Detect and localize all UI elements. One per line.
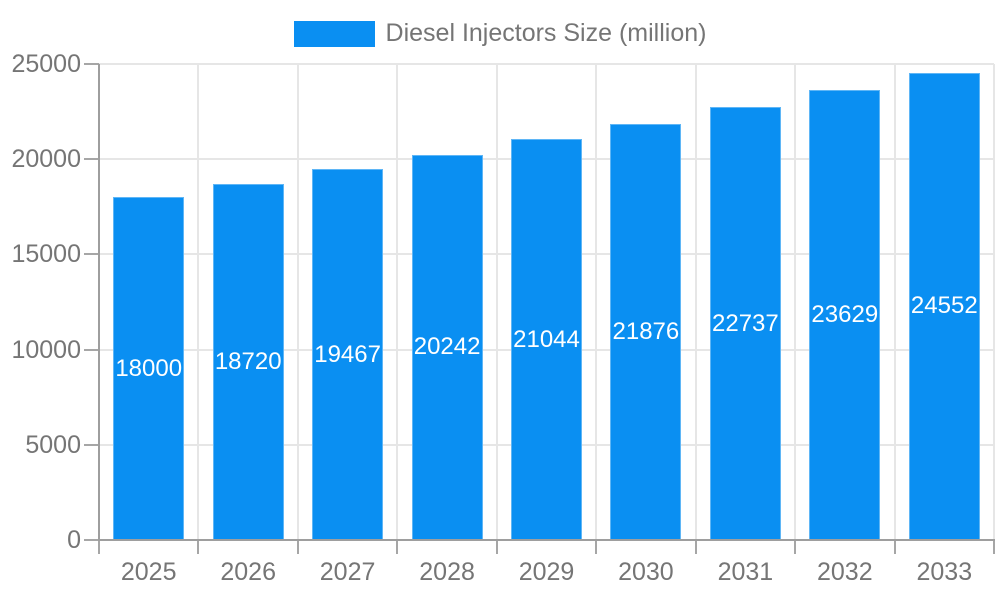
v-gridline <box>794 64 796 540</box>
y-axis-tick <box>84 158 99 160</box>
v-gridline <box>396 64 398 540</box>
x-axis-label: 2033 <box>916 558 973 586</box>
y-axis-label: 5000 <box>25 431 81 459</box>
bar-value-label: 18000 <box>115 354 183 382</box>
bar-value-label: 18720 <box>214 347 282 375</box>
y-axis-label: 15000 <box>11 240 81 268</box>
x-axis-label: 2031 <box>717 558 774 586</box>
x-axis-line <box>98 539 995 541</box>
legend-swatch <box>293 20 375 47</box>
bar-2031: 22737 <box>709 107 781 540</box>
x-axis-label: 2027 <box>319 558 376 586</box>
bar-value-label: 21044 <box>513 325 580 353</box>
x-axis-tick <box>695 540 697 554</box>
v-gridline <box>197 64 199 540</box>
bar-2025: 18000 <box>113 197 185 540</box>
bar-2032: 23629 <box>809 90 881 540</box>
y-axis-line <box>98 64 100 540</box>
bar-value-label: 22737 <box>712 309 779 337</box>
bar-value-label: 23629 <box>811 301 879 329</box>
bar-2029: 21044 <box>511 139 582 540</box>
v-gridline <box>496 64 498 540</box>
x-axis-tick <box>396 540 398 554</box>
y-axis-tick <box>84 444 99 446</box>
bar-2026: 18720 <box>212 183 284 540</box>
v-gridline <box>695 64 697 540</box>
v-gridline <box>595 64 597 540</box>
x-axis-tick <box>297 540 299 554</box>
y-axis-label: 10000 <box>11 336 81 364</box>
x-axis-tick <box>496 540 498 554</box>
x-axis-tick <box>794 540 796 554</box>
y-axis-label: 25000 <box>11 50 81 78</box>
x-axis-tick <box>894 540 896 554</box>
y-axis-tick <box>84 349 99 351</box>
x-axis-tick <box>98 540 100 554</box>
x-axis-label: 2032 <box>816 558 873 586</box>
bar-value-label: 24552 <box>910 292 978 320</box>
x-axis-label: 2028 <box>419 558 475 586</box>
x-axis-tick <box>197 540 199 554</box>
v-gridline <box>297 64 299 540</box>
x-axis-label: 2029 <box>518 558 575 586</box>
bar-2028: 20242 <box>411 154 483 540</box>
x-axis-tick <box>993 540 995 554</box>
y-axis-tick <box>84 539 99 541</box>
bar-2030: 21876 <box>610 123 682 540</box>
x-axis-label: 2025 <box>120 558 177 586</box>
y-axis-tick <box>84 253 99 255</box>
y-axis-label: 20000 <box>11 145 81 173</box>
bar-value-label: 20242 <box>413 333 481 361</box>
bar-value-label: 21876 <box>612 317 680 345</box>
x-axis-label: 2026 <box>220 558 276 586</box>
h-gridline <box>99 63 994 65</box>
bar-2027: 19467 <box>312 169 384 540</box>
y-axis-label: 0 <box>67 526 81 554</box>
y-axis-tick <box>84 63 99 65</box>
x-axis-label: 2030 <box>618 558 674 586</box>
v-gridline <box>993 64 995 540</box>
bar-value-label: 19467 <box>314 340 381 368</box>
legend-label: Diesel Injectors Size (million) <box>385 19 707 47</box>
x-axis-tick <box>595 540 597 554</box>
v-gridline <box>894 64 896 540</box>
bar-2033: 24552 <box>908 72 980 540</box>
chart-legend: Diesel Injectors Size (million) <box>0 19 1000 48</box>
